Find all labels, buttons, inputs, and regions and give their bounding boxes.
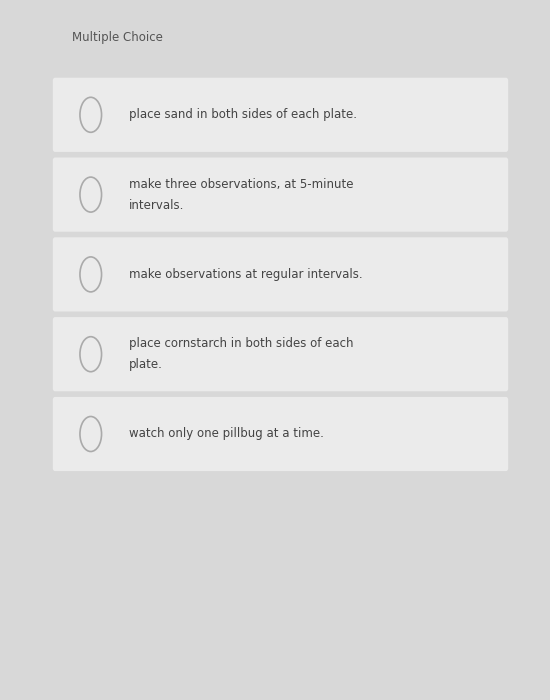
Text: Multiple Choice: Multiple Choice bbox=[72, 32, 162, 45]
FancyBboxPatch shape bbox=[53, 317, 508, 391]
Text: make three observations, at 5-minute: make three observations, at 5-minute bbox=[129, 178, 354, 190]
Text: make observations at regular intervals.: make observations at regular intervals. bbox=[129, 268, 363, 281]
FancyBboxPatch shape bbox=[53, 78, 508, 152]
FancyBboxPatch shape bbox=[53, 397, 508, 471]
FancyBboxPatch shape bbox=[53, 237, 508, 312]
FancyBboxPatch shape bbox=[53, 158, 508, 232]
Text: place sand in both sides of each plate.: place sand in both sides of each plate. bbox=[129, 108, 358, 121]
Text: place cornstarch in both sides of each: place cornstarch in both sides of each bbox=[129, 337, 354, 350]
Text: intervals.: intervals. bbox=[129, 199, 185, 211]
Text: plate.: plate. bbox=[129, 358, 163, 371]
Text: watch only one pillbug at a time.: watch only one pillbug at a time. bbox=[129, 428, 324, 440]
